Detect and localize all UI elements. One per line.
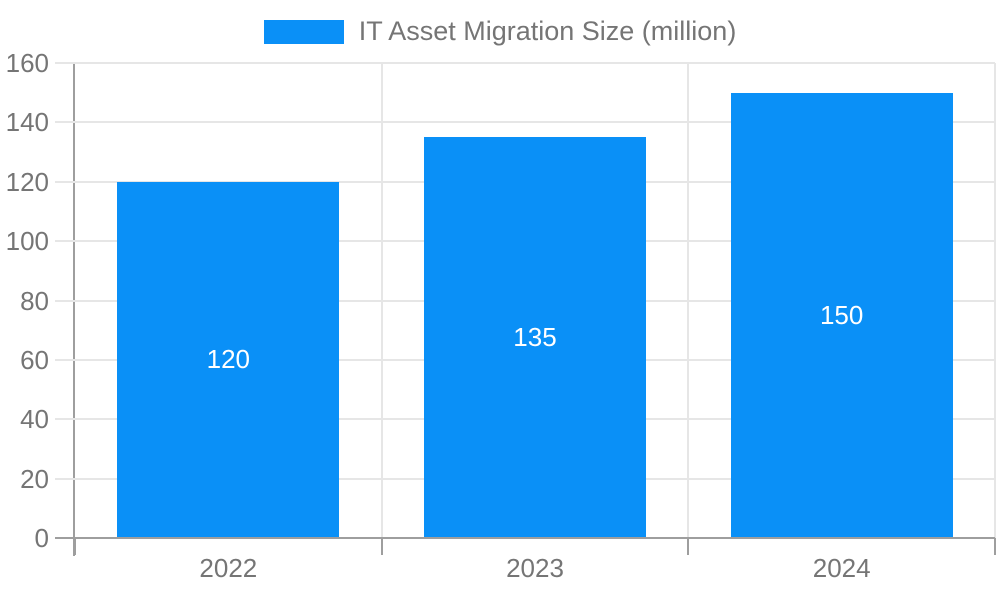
- x-tick-mark: [380, 538, 383, 555]
- x-tick-mark: [74, 538, 76, 555]
- y-tick-label: 0: [34, 523, 49, 553]
- y-tick-label: 80: [20, 285, 49, 316]
- x-tick-label: 2023: [506, 553, 564, 583]
- y-tick-mark: [55, 358, 75, 361]
- bar-data-label: 135: [513, 322, 557, 353]
- gridline-vertical: [380, 63, 383, 538]
- y-tick-label: 60: [20, 344, 49, 375]
- gridline-vertical: [687, 63, 690, 538]
- bar-2024[interactable]: 150: [730, 92, 953, 538]
- gridline-vertical: [994, 63, 996, 538]
- x-axis-line: [55, 537, 995, 539]
- bar-2022[interactable]: 120: [117, 181, 340, 538]
- y-tick-mark: [55, 240, 75, 243]
- y-tick-mark: [55, 477, 75, 480]
- y-tick-mark: [55, 121, 75, 124]
- y-tick-label: 140: [5, 107, 49, 138]
- y-tick-mark: [55, 418, 75, 421]
- y-tick-label: 120: [5, 166, 49, 197]
- y-tick-label: 40: [20, 404, 49, 435]
- x-tick-label: 2024: [812, 553, 871, 583]
- legend[interactable]: IT Asset Migration Size (million): [0, 16, 1000, 47]
- gridline-horizontal: [75, 121, 995, 124]
- bar-data-label: 120: [206, 344, 251, 375]
- y-axis-line: [73, 63, 75, 556]
- bar-data-label: 150: [819, 299, 864, 330]
- gridline-horizontal: [75, 62, 995, 64]
- legend-label: IT Asset Migration Size (million): [358, 16, 737, 46]
- y-tick-mark: [55, 62, 75, 64]
- y-tick-label: 20: [20, 463, 49, 494]
- y-tick-mark: [55, 299, 75, 302]
- y-tick-label: 160: [5, 48, 49, 78]
- legend-swatch: [263, 19, 344, 44]
- bar-2023[interactable]: 135: [424, 137, 646, 538]
- plot-area: 120 135 150: [75, 62, 996, 538]
- y-tick-mark: [55, 180, 75, 183]
- x-tick-label: 2022: [199, 553, 258, 583]
- y-tick-label: 100: [5, 226, 49, 257]
- x-tick-mark: [994, 538, 996, 555]
- x-tick-mark: [687, 538, 690, 555]
